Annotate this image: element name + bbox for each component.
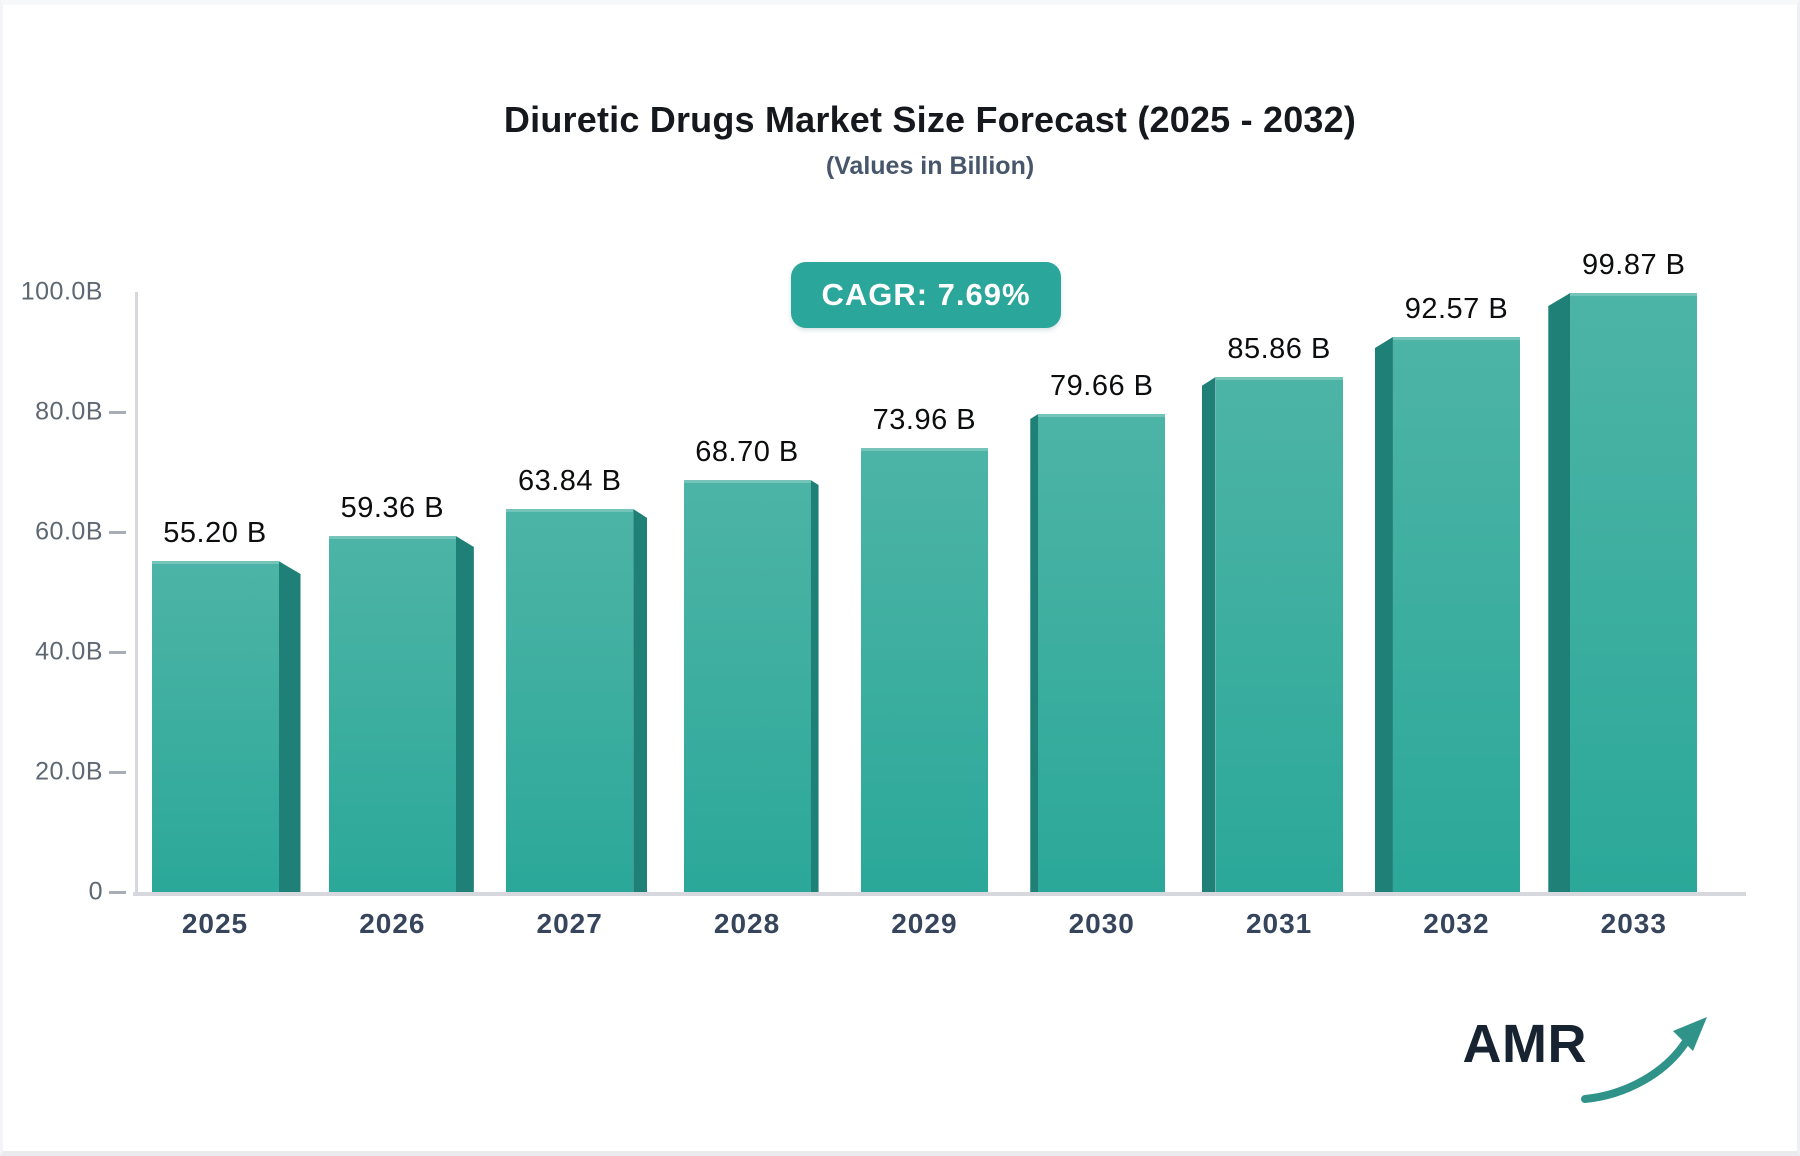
bar bbox=[1215, 377, 1343, 892]
y-axis-tick-mark bbox=[109, 771, 126, 774]
y-axis-tick-mark bbox=[109, 411, 126, 414]
bar-value-label: 63.84 B bbox=[517, 465, 622, 497]
y-axis-tick-mark bbox=[109, 891, 126, 894]
bar-side bbox=[1374, 337, 1393, 892]
bar-side bbox=[1201, 377, 1216, 892]
bar bbox=[506, 509, 634, 892]
y-axis-tick-label: 40.0B bbox=[35, 637, 103, 666]
y-axis-tick-label: 80.0B bbox=[35, 397, 103, 426]
y-axis-tick-label: 60.0B bbox=[35, 517, 103, 546]
y-axis-line bbox=[135, 292, 138, 896]
bar-side bbox=[278, 561, 301, 892]
bar-side bbox=[810, 480, 819, 892]
y-axis-tick-label: 20.0B bbox=[35, 757, 103, 786]
y-axis-tick-mark bbox=[109, 651, 126, 654]
bar-side bbox=[633, 509, 648, 892]
x-axis-line bbox=[133, 892, 1746, 896]
bar-value-label: 59.36 B bbox=[340, 492, 445, 524]
bar-value-label: 85.86 B bbox=[1227, 333, 1331, 365]
bar bbox=[860, 448, 988, 892]
bar-value-label: 55.20 B bbox=[163, 517, 267, 549]
bar bbox=[151, 561, 279, 892]
bar bbox=[1570, 293, 1698, 892]
bar bbox=[328, 536, 456, 892]
bar-value-label: 68.70 B bbox=[695, 436, 799, 468]
x-axis-label: 2030 bbox=[1068, 908, 1135, 939]
growth-arrow-icon bbox=[1581, 1017, 1707, 1103]
bar-side bbox=[455, 536, 474, 892]
x-axis-label: 2033 bbox=[1600, 908, 1667, 939]
bar-value-label: 79.66 B bbox=[1050, 370, 1154, 402]
bar-side bbox=[1030, 414, 1039, 892]
x-axis-label: 2032 bbox=[1423, 908, 1490, 939]
bar bbox=[1038, 414, 1166, 892]
bar-value-label: 92.57 B bbox=[1404, 293, 1509, 325]
x-axis-label: 2029 bbox=[891, 908, 958, 939]
x-axis-label: 2026 bbox=[359, 908, 426, 939]
x-axis-label: 2028 bbox=[713, 908, 781, 939]
bar-value-label: 99.87 B bbox=[1582, 249, 1686, 281]
chart-title: Diuretic Drugs Market Size Forecast (202… bbox=[503, 99, 1357, 140]
chart-subtitle: (Values in Billion) bbox=[825, 152, 1035, 180]
y-axis-tick-label: 0 bbox=[88, 877, 103, 906]
amr-logo-text: AMR bbox=[1462, 1014, 1587, 1074]
bar-side bbox=[1548, 293, 1571, 892]
amr-logo: AMR bbox=[1463, 1017, 1711, 1107]
bar bbox=[1392, 337, 1520, 892]
bar-value-label: 73.96 B bbox=[872, 404, 977, 436]
x-axis-label: 2025 bbox=[181, 908, 249, 939]
y-axis-tick-label: 100.0B bbox=[20, 277, 103, 306]
x-axis-label: 2031 bbox=[1245, 908, 1313, 939]
cagr-badge: CAGR: 7.69% bbox=[791, 262, 1061, 328]
y-axis-tick-mark bbox=[109, 531, 126, 534]
x-axis-label: 2027 bbox=[536, 908, 603, 939]
bar bbox=[683, 480, 811, 892]
